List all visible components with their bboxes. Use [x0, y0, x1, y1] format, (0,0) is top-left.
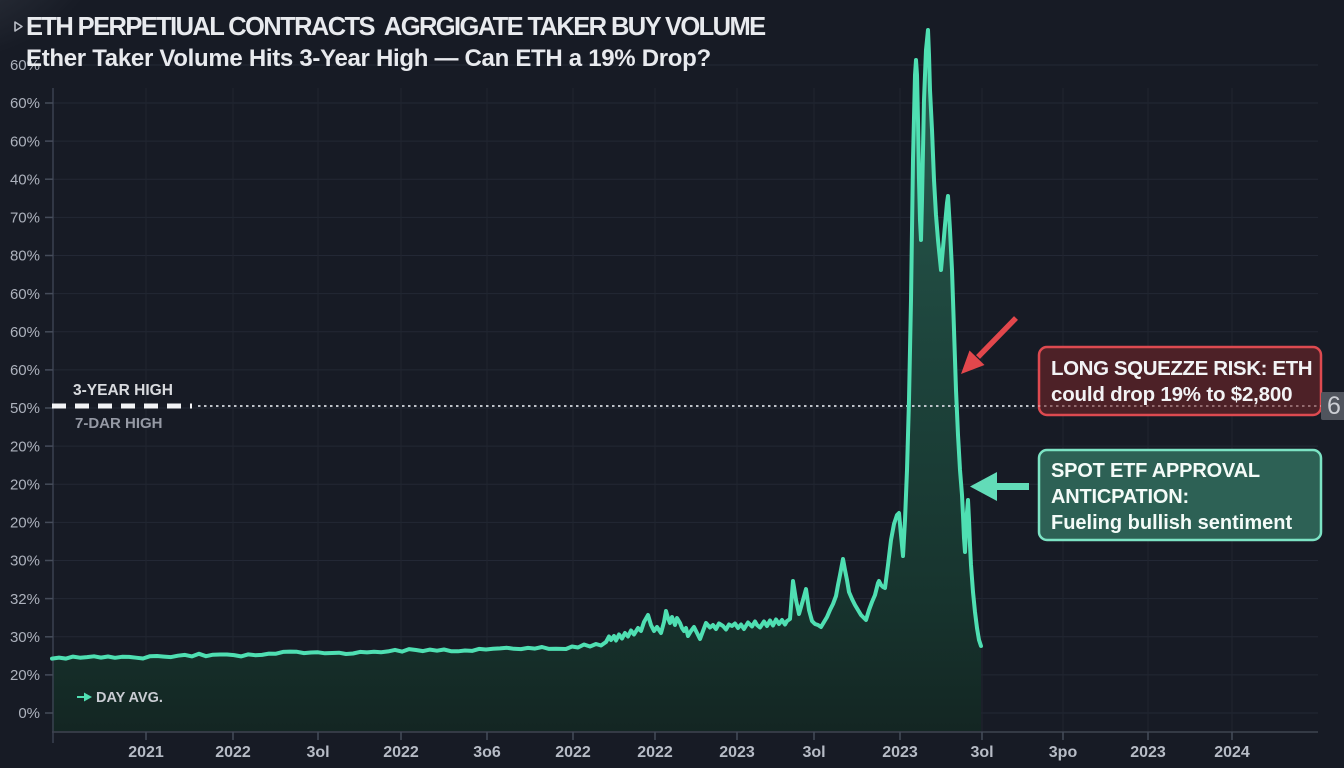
svg-text:ANTICPATION:: ANTICPATION: — [1051, 486, 1189, 508]
svg-text:LONG SQUEZZE RISK: ETH: LONG SQUEZZE RISK: ETH — [1051, 357, 1312, 380]
svg-text:40%: 40% — [10, 171, 40, 188]
svg-text:2022: 2022 — [637, 744, 673, 761]
svg-text:20%: 20% — [10, 667, 40, 684]
svg-text:SPOT ETF APPROVAL: SPOT ETF APPROVAL — [1051, 460, 1260, 482]
svg-text:3-YEAR HIGH: 3-YEAR HIGH — [73, 382, 173, 399]
svg-text:7-DAR HIGH: 7-DAR HIGH — [75, 415, 163, 432]
svg-text:2022: 2022 — [215, 744, 251, 761]
svg-text:2022: 2022 — [383, 744, 419, 761]
svg-text:2024: 2024 — [1214, 744, 1250, 761]
svg-text:3ol: 3ol — [802, 744, 825, 761]
svg-text:3o6: 3o6 — [473, 744, 501, 761]
svg-text:30%: 30% — [10, 553, 40, 570]
svg-text:2022: 2022 — [555, 744, 591, 761]
svg-text:3po: 3po — [1049, 744, 1078, 761]
svg-text:Fueling bullish sentiment: Fueling bullish sentiment — [1051, 512, 1292, 534]
svg-text:50%: 50% — [10, 400, 40, 417]
svg-text:60%: 60% — [10, 133, 40, 150]
svg-text:2023: 2023 — [1130, 744, 1166, 761]
svg-text:0%: 0% — [18, 705, 40, 722]
svg-text:2021: 2021 — [128, 744, 164, 761]
svg-text:could drop 19% to $2,800: could drop 19% to $2,800 — [1051, 383, 1292, 406]
svg-text:60%: 60% — [10, 286, 40, 303]
svg-text:DAY AVG.: DAY AVG. — [96, 690, 163, 706]
svg-text:2023: 2023 — [882, 744, 918, 761]
svg-text:60%: 60% — [10, 57, 40, 74]
svg-text:60%: 60% — [10, 324, 40, 341]
svg-text:2023: 2023 — [719, 744, 755, 761]
svg-text:20%: 20% — [10, 515, 40, 532]
svg-text:20%: 20% — [10, 476, 40, 493]
svg-text:6: 6 — [1327, 392, 1341, 420]
svg-text:60%: 60% — [10, 362, 40, 379]
svg-text:32%: 32% — [10, 591, 40, 608]
svg-text:70%: 70% — [10, 210, 40, 227]
svg-text:30%: 30% — [10, 629, 40, 646]
svg-text:80%: 80% — [10, 248, 40, 265]
svg-text:3ol: 3ol — [970, 744, 993, 761]
svg-text:ETH PERPETIUAL CONTRACTS AGRG: ETH PERPETIUAL CONTRACTS AGRGIGATE TAKER… — [26, 13, 766, 41]
svg-text:3ol: 3ol — [306, 744, 329, 761]
svg-text:Ether Taker Volume Hits 3-Year: Ether Taker Volume Hits 3-Year High — Ca… — [26, 45, 711, 72]
svg-text:20%: 20% — [10, 438, 40, 455]
svg-text:60%: 60% — [10, 95, 40, 112]
